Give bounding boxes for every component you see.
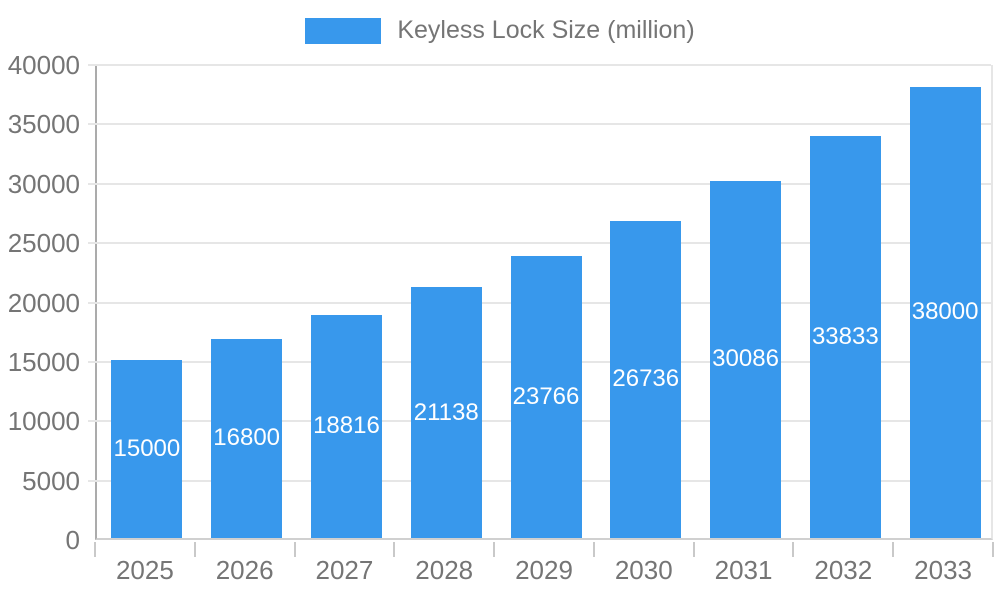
bar-value-label: 38000 [911, 298, 979, 326]
bar[interactable]: 15000 [111, 359, 183, 538]
x-axis-label: 2028 [415, 555, 474, 585]
x-axis-tick [892, 542, 895, 557]
x-axis-label: 2029 [515, 555, 573, 585]
x-axis-tick [692, 542, 695, 557]
bar-value-label: 23766 [512, 382, 580, 410]
bar[interactable]: 16800 [211, 338, 283, 538]
gridline [88, 64, 991, 66]
gridline [88, 242, 991, 245]
y-axis-label: 35000 [7, 109, 80, 140]
bar-value-label: 15000 [113, 434, 181, 462]
x-axis-label: 2031 [714, 555, 773, 585]
gridline [88, 123, 991, 126]
x-axis-label: 2032 [814, 555, 873, 585]
y-axis-label: 40000 [7, 50, 80, 80]
bar-value-label: 33833 [811, 323, 879, 351]
y-axis-label: 25000 [7, 228, 80, 259]
bar-value-label: 30086 [712, 345, 779, 373]
x-axis-tick [493, 542, 496, 557]
y-axis-label: 5000 [22, 465, 80, 496]
y-axis-label: 15000 [7, 346, 80, 377]
plot-area: 15000 16800 18816 21138 23766 26736 30086 33833… [88, 64, 993, 540]
x-axis-label: 2030 [614, 555, 673, 585]
x-axis-tick [293, 542, 296, 557]
bar-value-label: 16800 [213, 424, 281, 452]
chart-legend[interactable]: Keyless Lock Size (million) [0, 16, 1000, 45]
bar[interactable]: 18816 [310, 314, 382, 538]
bar[interactable]: 30086 [710, 180, 782, 538]
bar[interactable]: 23766 [510, 255, 582, 538]
bar-value-label: 21138 [413, 398, 479, 426]
legend-swatch-icon [305, 17, 382, 44]
bar[interactable]: 33833 [809, 136, 881, 538]
x-axis-label: 2033 [914, 555, 973, 585]
x-axis-tick [992, 542, 994, 557]
y-axis-label: 20000 [7, 287, 80, 318]
bar[interactable]: 21138 [410, 287, 482, 538]
x-axis-label: 2025 [115, 555, 174, 585]
bar[interactable]: 38000 [909, 86, 981, 538]
legend-label: Keyless Lock Size (million) [397, 16, 695, 44]
bar[interactable]: 26736 [610, 220, 682, 538]
x-axis-tick [393, 542, 396, 557]
y-axis-label: 30000 [7, 168, 80, 199]
y-axis-label: 0 [65, 525, 80, 555]
x-axis-label: 2026 [215, 555, 274, 585]
x-axis-label: 2027 [315, 555, 374, 585]
x-axis-tick [592, 542, 595, 557]
bar-value-label: 18816 [313, 412, 380, 440]
x-axis-tick [94, 542, 96, 557]
x-axis-tick [792, 542, 795, 557]
bar-value-label: 26736 [612, 365, 680, 393]
y-axis-label: 10000 [7, 406, 80, 437]
gridline [88, 182, 991, 185]
x-axis-tick [193, 542, 196, 557]
